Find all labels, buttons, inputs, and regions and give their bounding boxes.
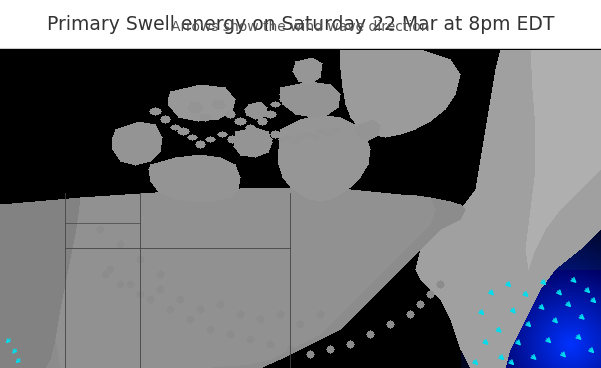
Text: Primary Swell energy on Saturday 22 Mar at 8pm EDT: Primary Swell energy on Saturday 22 Mar … bbox=[47, 15, 554, 34]
Text: Arrows show the wind wave direction: Arrows show the wind wave direction bbox=[171, 20, 430, 34]
